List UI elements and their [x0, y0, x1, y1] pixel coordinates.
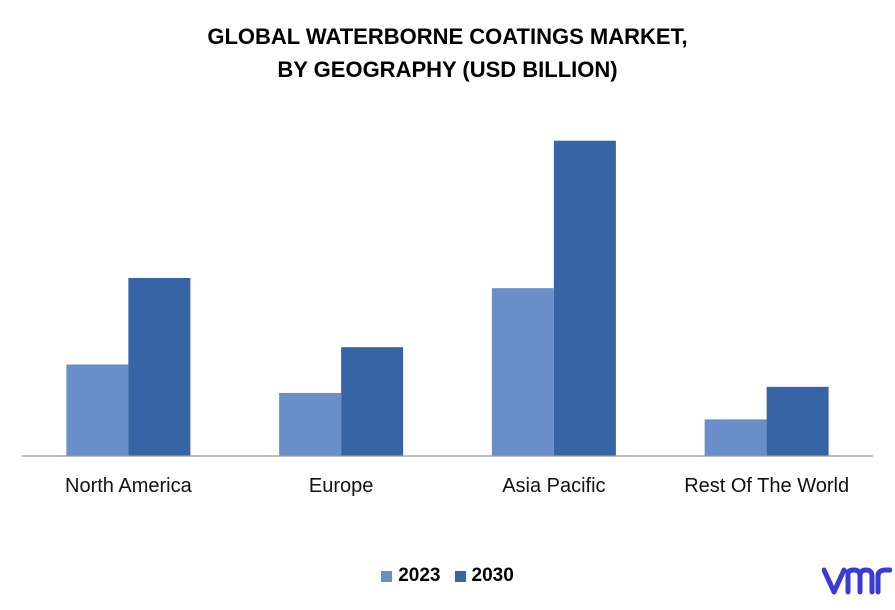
bars-group — [66, 140, 829, 456]
bar-2030-europe — [341, 347, 404, 456]
legend-swatch-2023 — [381, 570, 393, 582]
legend: 2023 2030 — [0, 565, 895, 587]
category-label-asia-pacific: Asia Pacific — [502, 475, 605, 497]
category-label-europe: Europe — [309, 475, 374, 497]
legend-label-2030: 2030 — [471, 565, 514, 586]
legend-item-2030: 2030 — [454, 565, 514, 587]
category-label-rest-of-the-world: Rest Of The World — [684, 475, 849, 497]
chart-title-line-1: GLOBAL WATERBORNE COATINGS MARKET, — [207, 24, 688, 49]
category-labels: North America Europe Asia Pacific Rest Of T… — [65, 475, 849, 497]
legend-label-2023: 2023 — [398, 565, 441, 586]
chart-title-line-2: BY GEOGRAPHY (USD BILLION) — [277, 57, 618, 82]
bar-2030-north-america — [128, 278, 191, 456]
vmr-logo-icon — [822, 567, 892, 595]
legend-item-2023: 2023 — [381, 565, 441, 587]
bar-2023-asia-pacific — [491, 288, 554, 456]
bar-2030-asia-pacific — [553, 140, 616, 456]
bar-2030-rest-of-the-world — [766, 386, 829, 456]
bar-2023-rest-of-the-world — [704, 419, 767, 456]
category-label-north-america: North America — [65, 475, 193, 497]
chart-title: GLOBAL WATERBORNE COATINGS MARKET, BY GE… — [0, 20, 895, 86]
bar-2023-north-america — [66, 364, 129, 456]
bar-2023-europe — [279, 392, 342, 456]
legend-swatch-2030 — [454, 570, 466, 582]
